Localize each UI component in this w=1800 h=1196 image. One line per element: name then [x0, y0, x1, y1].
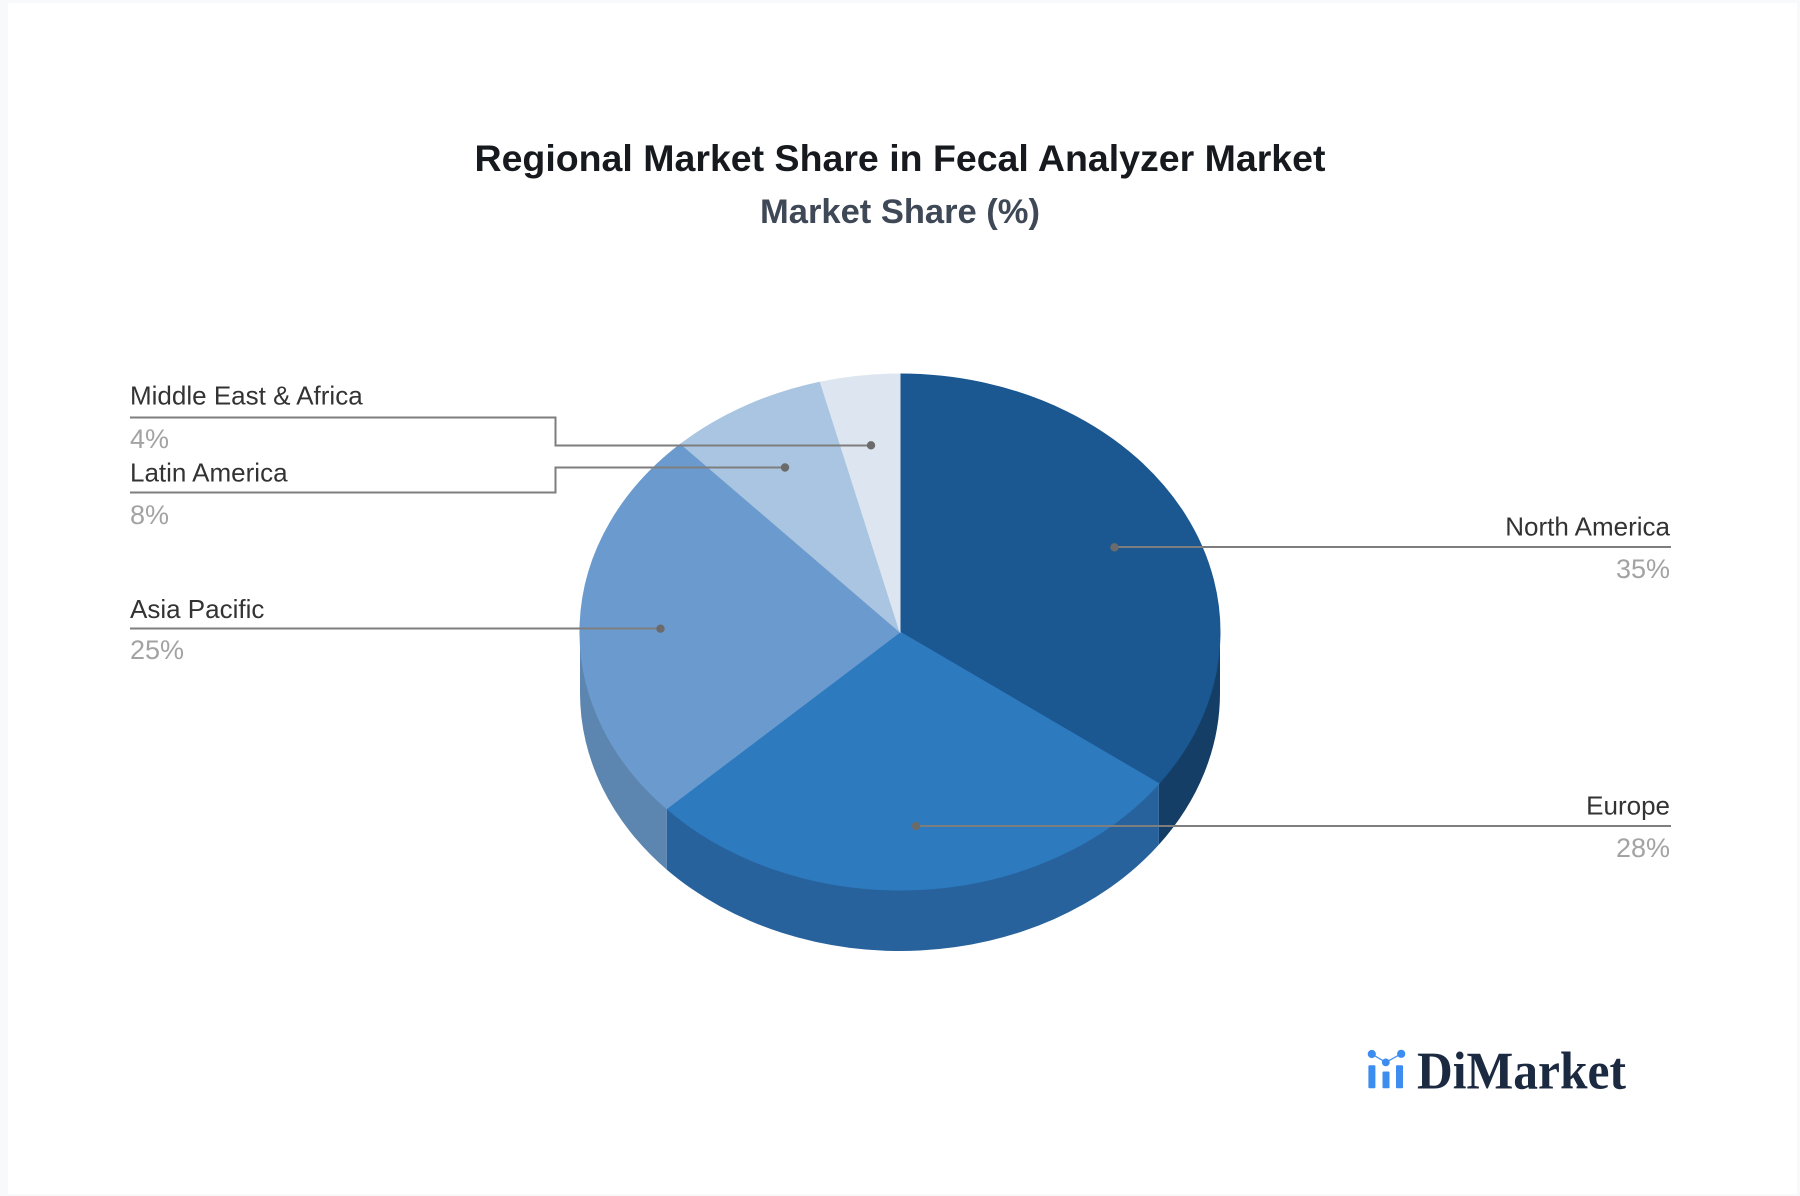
- svg-text:Asia Pacific: Asia Pacific: [130, 594, 264, 624]
- svg-text:28%: 28%: [1616, 833, 1670, 863]
- svg-text:Europe: Europe: [1586, 791, 1670, 821]
- svg-text:25%: 25%: [130, 635, 184, 665]
- svg-text:35%: 35%: [1616, 554, 1670, 584]
- svg-text:Regional Market Share in Fecal: Regional Market Share in Fecal Analyzer …: [474, 137, 1326, 179]
- svg-text:Middle East & Africa: Middle East & Africa: [130, 381, 363, 411]
- svg-text:North America: North America: [1505, 512, 1670, 542]
- svg-text:Market Share (%): Market Share (%): [760, 193, 1040, 231]
- svg-text:8%: 8%: [130, 500, 169, 530]
- svg-text:Latin America: Latin America: [130, 458, 288, 488]
- svg-text:DiMarket: DiMarket: [1417, 1043, 1626, 1101]
- svg-text:4%: 4%: [130, 424, 169, 454]
